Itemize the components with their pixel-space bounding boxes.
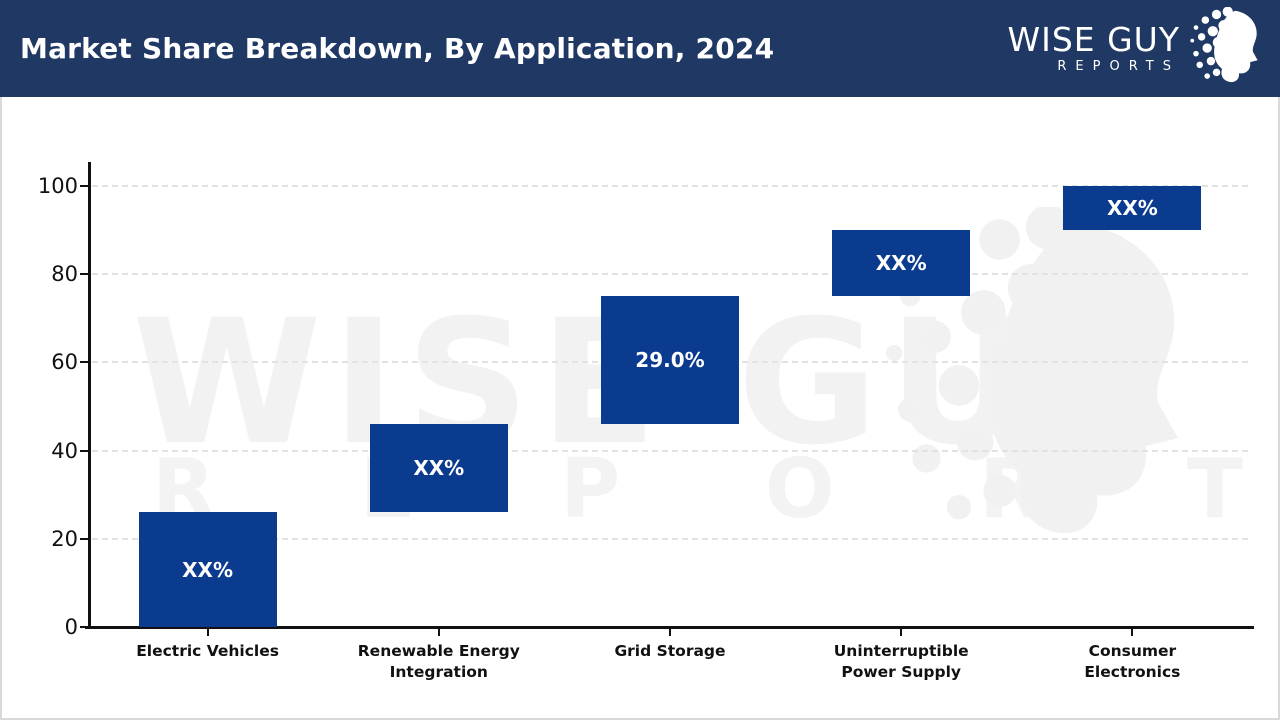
brand-name: WISE GUY: [1007, 20, 1180, 59]
gridline-40: [92, 449, 1248, 452]
bar-value-label: 29.0%: [635, 348, 705, 373]
y-tick-mark-100: [80, 185, 90, 187]
y-tick-mark-40: [80, 449, 90, 452]
x-axis-line: [85, 626, 1254, 629]
bar-segment: XX%: [138, 512, 277, 627]
header-bar: Market Share Breakdown, By Application, …: [0, 0, 1280, 97]
bar-segment: 29.0%: [601, 296, 739, 425]
bar-segment: XX%: [369, 424, 508, 513]
brand-logo-text: WISE GUY REPORTS: [1007, 20, 1180, 75]
y-axis-line: [88, 162, 91, 629]
y-tick-label-100: 100: [37, 174, 78, 198]
y-tick-label-20: 20: [51, 526, 78, 551]
x-tick-mark: [206, 628, 209, 636]
bar-value-label: XX%: [182, 557, 234, 582]
brand-subtitle: REPORTS: [1057, 59, 1180, 74]
y-tick-label-80: 80: [51, 262, 78, 287]
y-tick-mark-20: [80, 537, 90, 540]
x-tick-mark: [437, 628, 440, 636]
bar-segment: XX%: [832, 230, 971, 297]
gridline-100: [92, 185, 1248, 187]
page-title: Market Share Breakdown, By Application, …: [20, 32, 775, 65]
x-category-label: Renewable Energy Integration: [357, 642, 520, 681]
x-tick-mark: [900, 628, 903, 636]
y-tick-mark-80: [80, 273, 90, 276]
x-tick-mark: [1131, 628, 1134, 636]
x-category-label: Electric Vehicles: [136, 642, 279, 660]
bar-value-label: XX%: [413, 456, 465, 481]
x-category-label: Grid Storage: [614, 642, 726, 660]
bar-segment: XX%: [1063, 186, 1202, 231]
x-category-label: Consumer Electronics: [1084, 642, 1181, 681]
x-category-label: Uninterruptible Power Supply: [833, 642, 969, 681]
bar-value-label: XX%: [1106, 196, 1158, 221]
y-tick-label-0: 0: [64, 615, 78, 639]
y-tick-label-60: 60: [51, 350, 78, 375]
brand-logo: WISE GUY REPORTS: [1007, 6, 1262, 91]
dotted-head-icon: [1190, 6, 1258, 82]
gridline-20: [92, 537, 1248, 540]
y-tick-label-40: 40: [51, 438, 78, 463]
gridline-80: [92, 273, 1248, 276]
x-tick-mark: [669, 628, 671, 636]
y-tick-mark-60: [80, 361, 90, 364]
bar-value-label: XX%: [875, 251, 927, 276]
